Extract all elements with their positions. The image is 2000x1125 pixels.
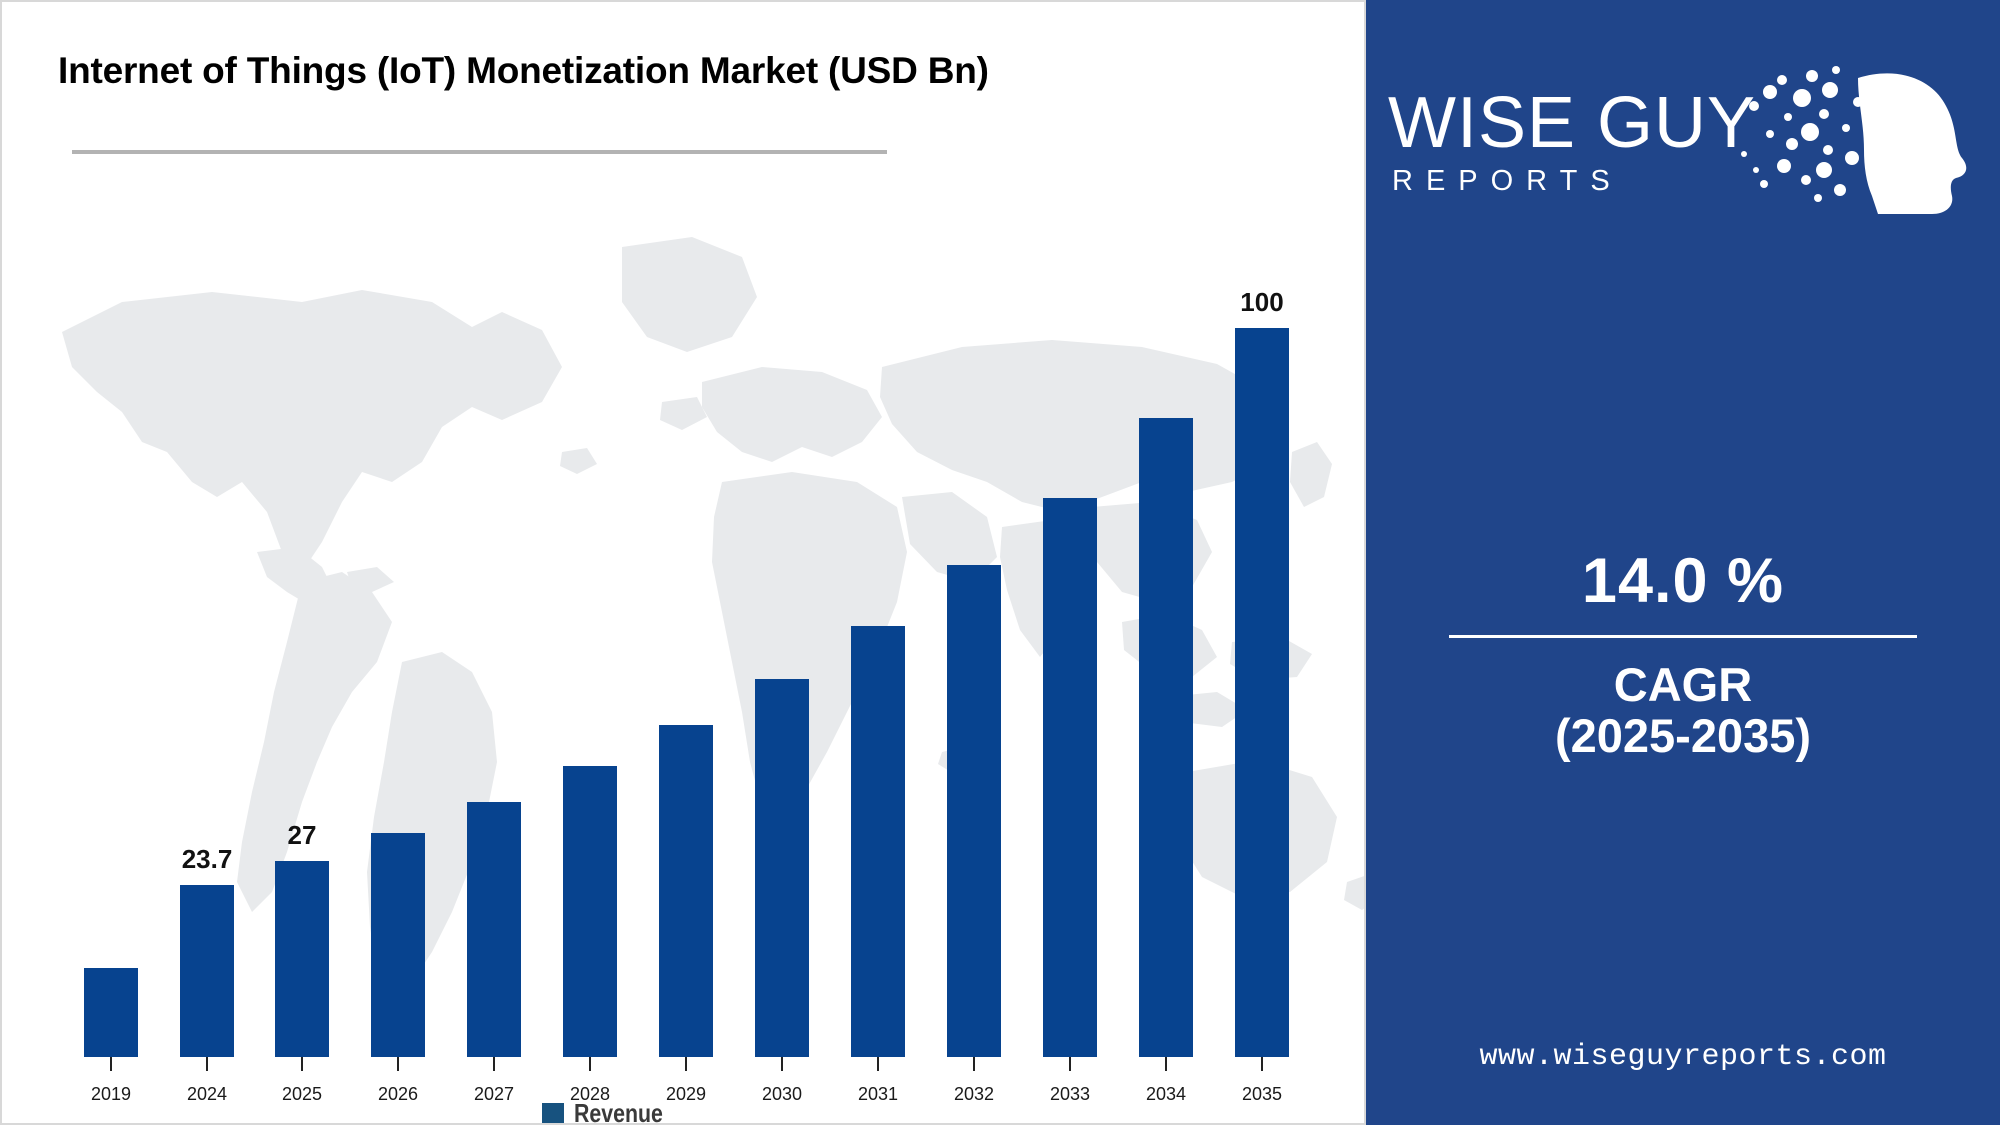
bar-2028[interactable] (563, 766, 617, 1057)
bar-2024[interactable] (180, 885, 234, 1057)
cagr-value: 14.0 % (1581, 546, 1785, 616)
xtick-label-2030: 2030 (761, 1084, 803, 1104)
svg-text:WISE GUY: WISE GUY (1388, 83, 1756, 163)
bar-2032[interactable] (947, 565, 1001, 1057)
bar-2019[interactable] (84, 968, 138, 1057)
bar-plot-area: 2019 23.7 2024 27 2025 2026 2027 2028 (2, 2, 1364, 1125)
bar-2027[interactable] (467, 802, 521, 1057)
cagr-divider (1449, 635, 1917, 638)
xtick-label-2019: 2019 (90, 1084, 132, 1104)
bar-2035[interactable] (1235, 328, 1289, 1057)
page-title: Internet of Things (IoT) Monetization Ma… (58, 50, 989, 91)
tick-2032 (973, 1057, 975, 1071)
cagr-period-text: (2025-2035) (1554, 708, 1812, 762)
bar-2025[interactable] (275, 861, 329, 1057)
bar-2029[interactable] (659, 725, 713, 1057)
cagr-caption-text: CAGR (1613, 658, 1753, 711)
tick-2025 (301, 1057, 303, 1071)
bar-value-label-2025: 27 (287, 820, 317, 850)
website-url[interactable]: www.wiseguyreports.com (1479, 1040, 1887, 1074)
tick-2024 (206, 1057, 208, 1071)
title-divider (72, 150, 887, 154)
legend-label-revenue: Revenue (574, 1098, 663, 1125)
xtick-label-2027: 2027 (473, 1084, 515, 1104)
bar-2033[interactable] (1043, 498, 1097, 1057)
tick-2034 (1165, 1057, 1167, 1071)
tick-2029 (685, 1057, 687, 1071)
bar-2026[interactable] (371, 833, 425, 1057)
tick-2028 (589, 1057, 591, 1071)
xtick-label-2032: 2032 (953, 1084, 995, 1104)
cagr-caption: CAGR (2025-2035) (1366, 658, 2000, 762)
tick-2026 (397, 1057, 399, 1071)
tick-2035 (1261, 1057, 1263, 1071)
xtick-label-2029: 2029 (665, 1084, 707, 1104)
xtick-label-2031: 2031 (857, 1084, 899, 1104)
tick-2019 (110, 1057, 112, 1071)
xtick-label-2028: 2028 (569, 1084, 611, 1104)
tick-2033 (1069, 1057, 1071, 1071)
chart-legend: Revenue (542, 1098, 682, 1125)
bar-2031[interactable] (851, 626, 905, 1057)
xtick-label-2035: 2035 (1241, 1084, 1283, 1104)
tick-2030 (781, 1057, 783, 1071)
xtick-label-2034: 2034 (1145, 1084, 1187, 1104)
tick-2027 (493, 1057, 495, 1071)
xtick-label-2025: 2025 (281, 1084, 323, 1104)
chart-panel: Internet of Things (IoT) Monetization Ma… (0, 0, 1366, 1125)
tick-2031 (877, 1057, 879, 1071)
xtick-label-2024: 2024 (186, 1084, 228, 1104)
bar-value-label-2035: 100 (1240, 287, 1284, 317)
bar-value-label-2024: 23.7 (181, 844, 233, 874)
svg-text:REPORTS: REPORTS (1392, 165, 1623, 197)
bar-2034[interactable] (1139, 418, 1193, 1057)
wiseguy-reports-logo: WISE GUY REPORTS (1366, 62, 2000, 222)
xtick-label-2033: 2033 (1049, 1084, 1091, 1104)
xtick-label-2026: 2026 (377, 1084, 419, 1104)
brand-panel: WISE GUY REPORTS (1366, 0, 2000, 1125)
legend-swatch-revenue (542, 1102, 564, 1123)
bar-2030[interactable] (755, 679, 809, 1057)
